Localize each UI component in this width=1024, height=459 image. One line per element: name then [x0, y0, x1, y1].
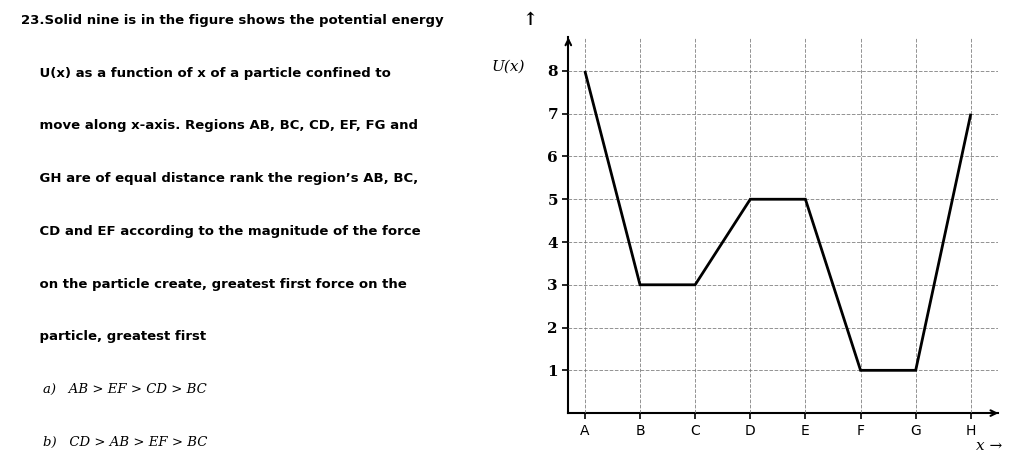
Text: x →: x →	[977, 439, 1002, 453]
Text: U(x) as a function of x of a particle confined to: U(x) as a function of x of a particle co…	[22, 67, 391, 79]
Text: particle, greatest first: particle, greatest first	[22, 330, 206, 343]
Text: U(x): U(x)	[492, 60, 525, 74]
Text: CD and EF according to the magnitude of the force: CD and EF according to the magnitude of …	[22, 225, 421, 238]
Text: b)   CD > AB > EF > BC: b) CD > AB > EF > BC	[43, 436, 207, 449]
Text: GH are of equal distance rank the region’s AB, BC,: GH are of equal distance rank the region…	[22, 172, 419, 185]
Text: a)   AB > EF > CD > BC: a) AB > EF > CD > BC	[43, 383, 207, 396]
Text: on the particle create, greatest first force on the: on the particle create, greatest first f…	[22, 278, 407, 291]
Text: 23.Solid nine is in the figure shows the potential energy: 23.Solid nine is in the figure shows the…	[22, 14, 443, 27]
Text: move along x-axis. Regions AB, BC, CD, EF, FG and: move along x-axis. Regions AB, BC, CD, E…	[22, 119, 418, 132]
Text: ↑: ↑	[522, 11, 538, 29]
